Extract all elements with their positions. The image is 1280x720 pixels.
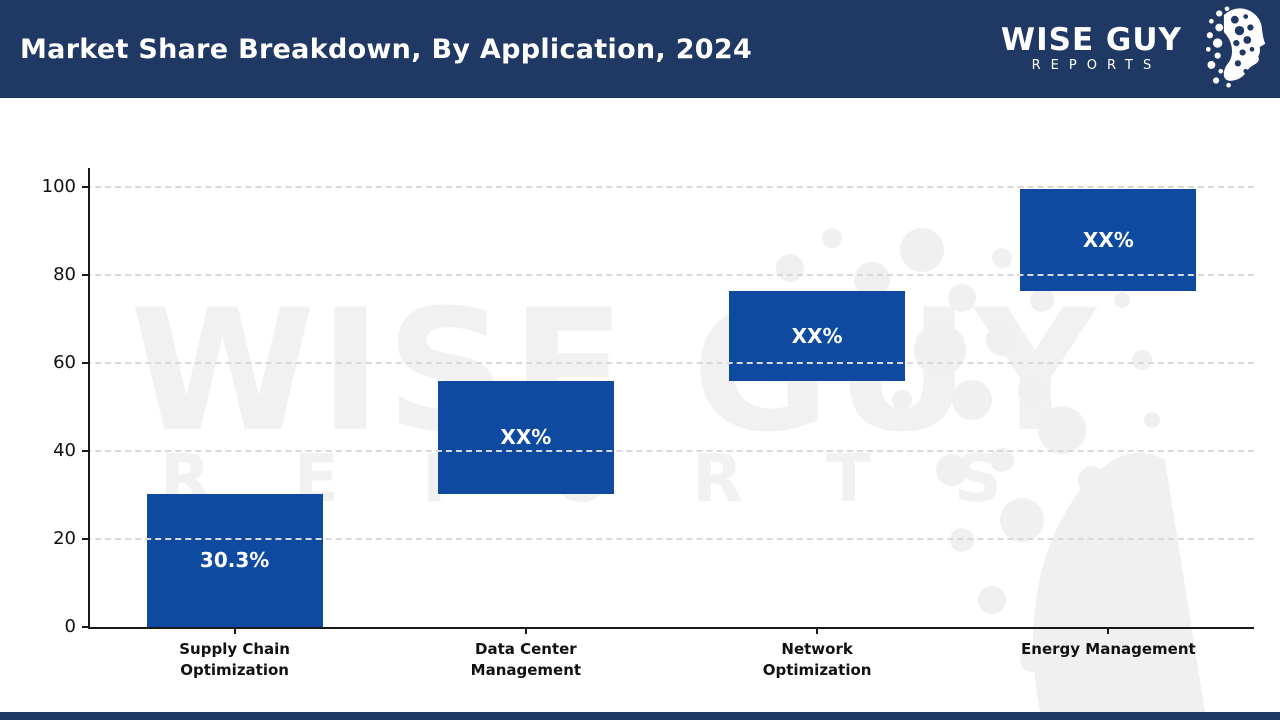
y-tickmark <box>82 274 89 276</box>
bar-value-label: XX% <box>1082 228 1134 253</box>
bar-value-label: 30.3% <box>199 548 270 573</box>
gridline-y60 <box>85 362 1254 364</box>
y-tick-label: 60 <box>53 352 76 373</box>
page-title: Market Share Breakdown, By Application, … <box>20 33 753 65</box>
y-tick-label: 100 <box>41 176 76 197</box>
x-tickmark <box>233 627 236 634</box>
x-tick-label: Data Center Management <box>470 640 582 679</box>
y-tick-label: 0 <box>64 616 76 637</box>
bar-value-label: XX% <box>791 323 843 348</box>
logo-text: WISE GUY REPORTS <box>1001 24 1182 74</box>
gridline-y20 <box>85 538 1254 540</box>
y-tickmark <box>82 186 89 188</box>
logo-subtitle: REPORTS <box>1031 58 1162 73</box>
y-tickmark <box>82 626 89 628</box>
y-tick-label: 80 <box>53 264 76 285</box>
x-tick-label: Energy Management <box>1021 640 1196 658</box>
x-tickmark <box>816 627 819 634</box>
gridline-y100 <box>85 186 1254 188</box>
x-tick-label: Supply Chain Optimization <box>179 640 290 679</box>
gridline-y80 <box>85 274 1254 276</box>
y-tick-label: 20 <box>53 528 76 549</box>
wise-guy-logo: WISE GUY REPORTS <box>1001 0 1266 98</box>
y-axis-line <box>88 168 90 629</box>
x-axis-line <box>88 627 1254 629</box>
logo-wordmark: WISE GUY <box>1000 22 1182 58</box>
y-tick-label: 40 <box>53 440 76 461</box>
y-tickmark <box>82 362 89 364</box>
footer-bar <box>0 712 1280 720</box>
bar-data-center-management <box>437 380 614 494</box>
dotted-face-icon <box>1188 4 1266 94</box>
y-tickmark <box>82 538 89 540</box>
bar-supply-chain-optimization <box>146 493 323 627</box>
watermark-wordmark: WISE GUY <box>130 273 1101 469</box>
chart-plot-area: WISE GUY R E P O R T S 30.3%Sup <box>0 98 1280 712</box>
header: Market Share Breakdown, By Application, … <box>0 0 1280 98</box>
gridline-y40 <box>85 450 1254 452</box>
x-tickmark <box>524 627 527 634</box>
x-tick-label: Network Optimization <box>762 640 872 679</box>
y-tickmark <box>82 450 89 452</box>
bar-value-label: XX% <box>500 425 552 450</box>
